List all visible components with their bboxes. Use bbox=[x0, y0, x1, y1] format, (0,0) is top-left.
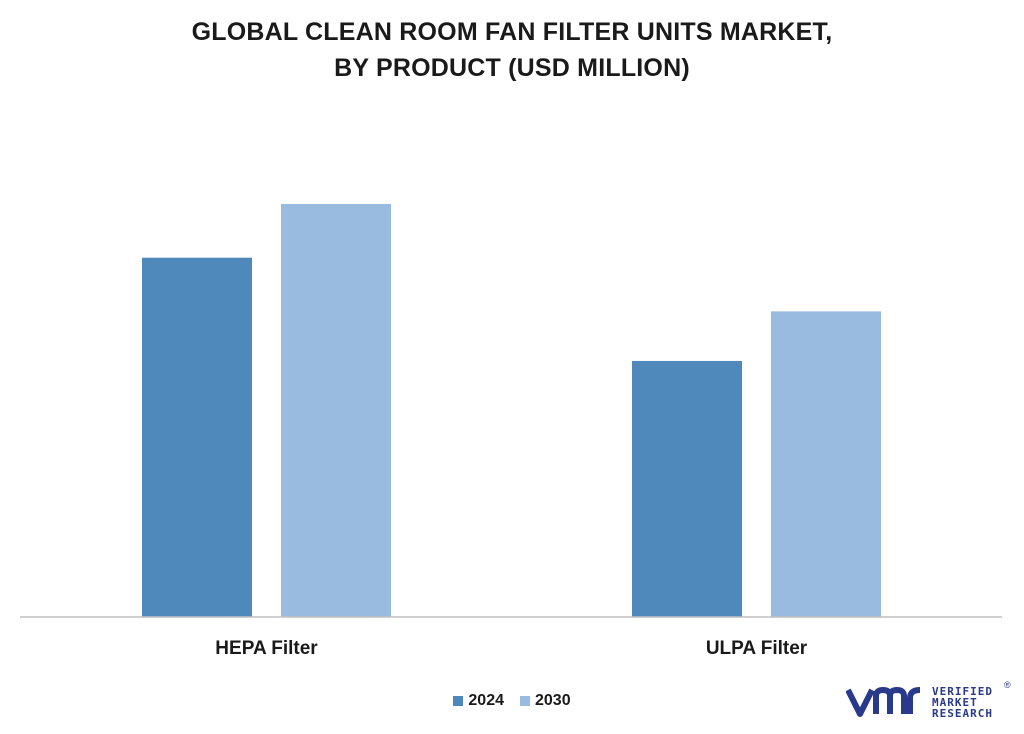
bar-ulpa-filter-2024 bbox=[632, 360, 742, 617]
bar-hepa-filter-2030 bbox=[281, 204, 391, 617]
legend-swatch-2030 bbox=[520, 696, 530, 706]
brand-text-line-2: MARKET bbox=[932, 695, 978, 709]
bar-ulpa-filter-2030 bbox=[771, 311, 881, 617]
legend-swatch-2024 bbox=[453, 696, 464, 706]
chart-title-line-2: BY PRODUCT (USD MILLION) bbox=[334, 54, 690, 82]
vmr-logo-icon bbox=[846, 686, 921, 717]
legend-item-2030: 2030 bbox=[520, 692, 571, 710]
bar-hepa-filter-2024 bbox=[142, 257, 252, 617]
brand-text-line-1: VERIFIED bbox=[932, 684, 993, 698]
brand-logo: VERIFIED MARKET RESEARCH ® bbox=[846, 680, 1016, 724]
x-tick-label: ULPA Filter bbox=[706, 638, 808, 659]
chart-title-line-1: GLOBAL CLEAN ROOM FAN FILTER UNITS MARKE… bbox=[191, 18, 833, 46]
legend-label-2030: 2030 bbox=[535, 692, 571, 709]
chart-title: GLOBAL CLEAN ROOM FAN FILTER UNITS MARKE… bbox=[0, 14, 1024, 86]
legend-label-2024: 2024 bbox=[468, 692, 504, 709]
registered-mark: ® bbox=[1004, 680, 1011, 690]
brand-text-line-3: RESEARCH bbox=[932, 706, 993, 720]
brand-text: VERIFIED MARKET RESEARCH bbox=[932, 686, 993, 719]
legend: 2024 2030 bbox=[0, 692, 1024, 710]
legend-item-2024: 2024 bbox=[453, 692, 504, 710]
x-tick-label: HEPA Filter bbox=[215, 638, 318, 659]
